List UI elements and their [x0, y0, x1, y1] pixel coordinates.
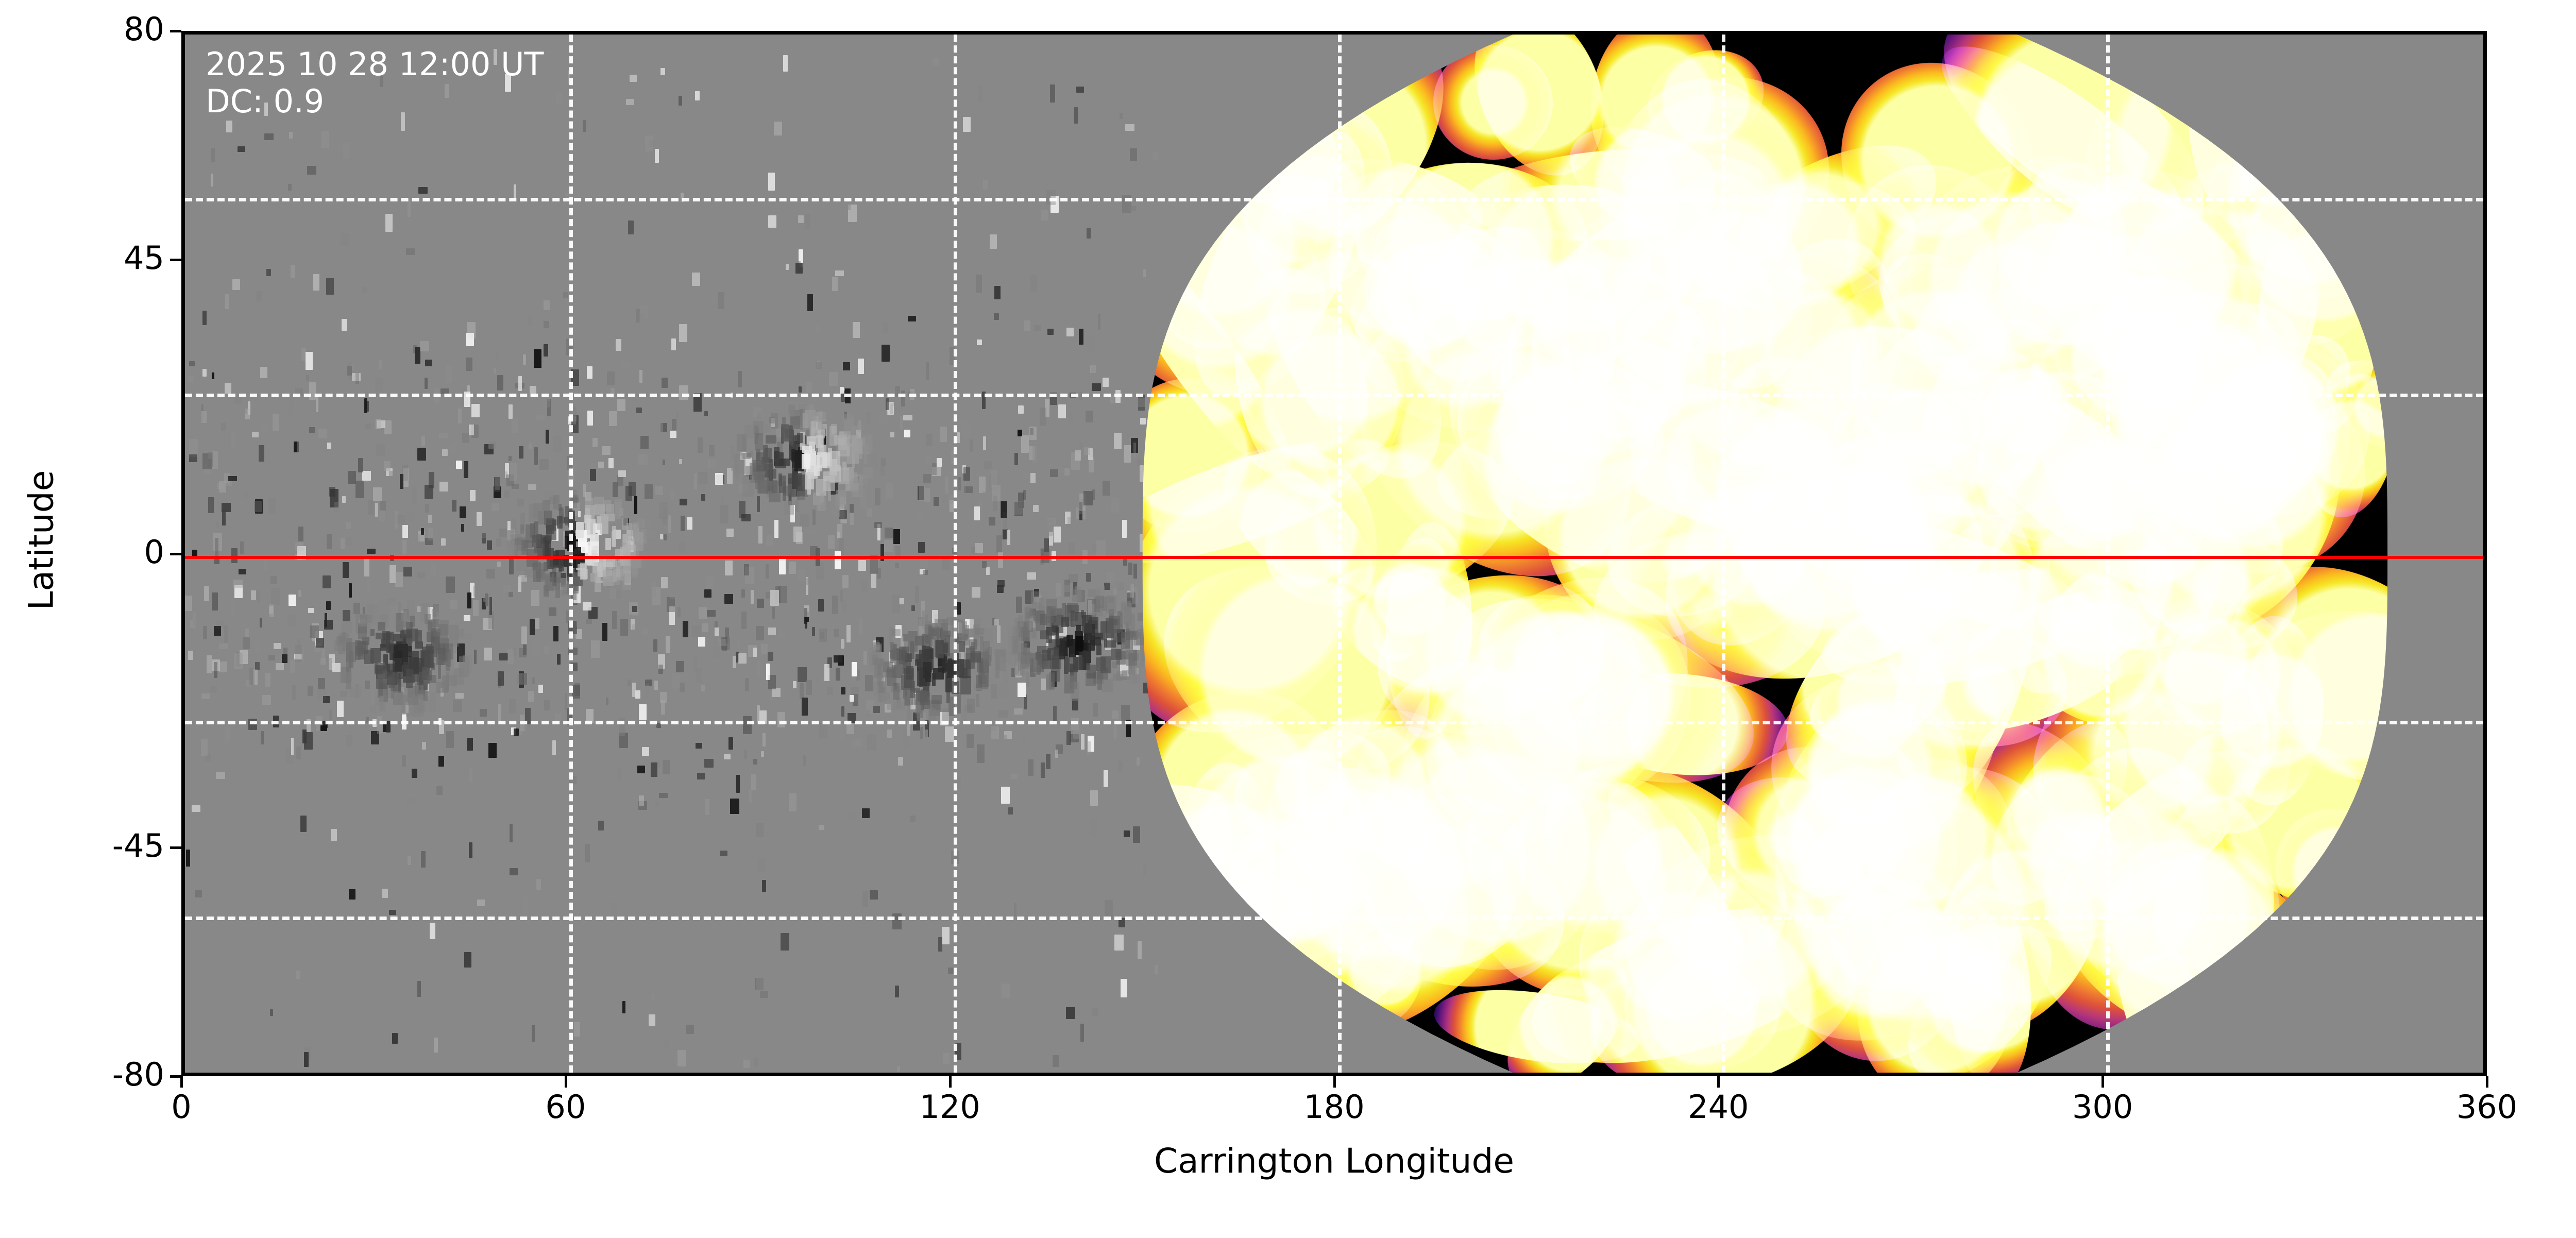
- x-tick: [2486, 1076, 2488, 1088]
- gridline-vertical: [569, 35, 573, 1073]
- magnetogram-texture: [185, 35, 2483, 1073]
- gridline-vertical: [2106, 35, 2110, 1073]
- y-tick-label: 45: [124, 239, 164, 277]
- x-axis-label: Carrington Longitude: [1154, 1141, 1515, 1181]
- equator-line: [185, 555, 2483, 559]
- x-tick-label: 360: [2456, 1088, 2518, 1126]
- gridline-horizontal: [185, 720, 2483, 724]
- x-tick: [2102, 1076, 2105, 1088]
- x-tick: [948, 1076, 952, 1088]
- synoptic-map-axes: 2025 10 28 12:00 UT DC: 0.9: [181, 31, 2487, 1076]
- y-tick: [170, 1075, 181, 1078]
- gridline-vertical: [953, 35, 957, 1073]
- y-tick: [170, 552, 181, 555]
- y-tick-label: -80: [112, 1056, 164, 1093]
- x-tick: [180, 1076, 183, 1088]
- y-tick-label: 0: [144, 533, 164, 571]
- x-tick-label: 0: [171, 1088, 192, 1126]
- x-tick: [564, 1076, 567, 1088]
- y-tick: [170, 30, 181, 32]
- y-tick-label: 80: [124, 10, 164, 48]
- x-tick-label: 300: [2072, 1088, 2133, 1126]
- y-tick: [170, 258, 181, 261]
- gridline-horizontal: [185, 394, 2483, 398]
- gridline-vertical: [1722, 35, 1726, 1073]
- y-tick-label: -45: [112, 827, 164, 865]
- y-tick: [170, 846, 181, 850]
- y-axis-label: Latitude: [21, 470, 61, 610]
- gridline-horizontal: [185, 916, 2483, 920]
- gridline-vertical: [1337, 35, 1342, 1073]
- x-tick-label: 120: [919, 1088, 980, 1126]
- farside-region-layer: [1142, 35, 2388, 1073]
- x-tick: [1333, 1076, 1336, 1088]
- x-tick-label: 240: [1688, 1088, 1749, 1126]
- gridline-horizontal: [185, 198, 2483, 202]
- timestamp-annotation: 2025 10 28 12:00 UT DC: 0.9: [206, 45, 544, 120]
- x-tick: [1717, 1076, 1720, 1088]
- x-tick-label: 180: [1303, 1088, 1365, 1126]
- x-tick-label: 60: [545, 1088, 586, 1126]
